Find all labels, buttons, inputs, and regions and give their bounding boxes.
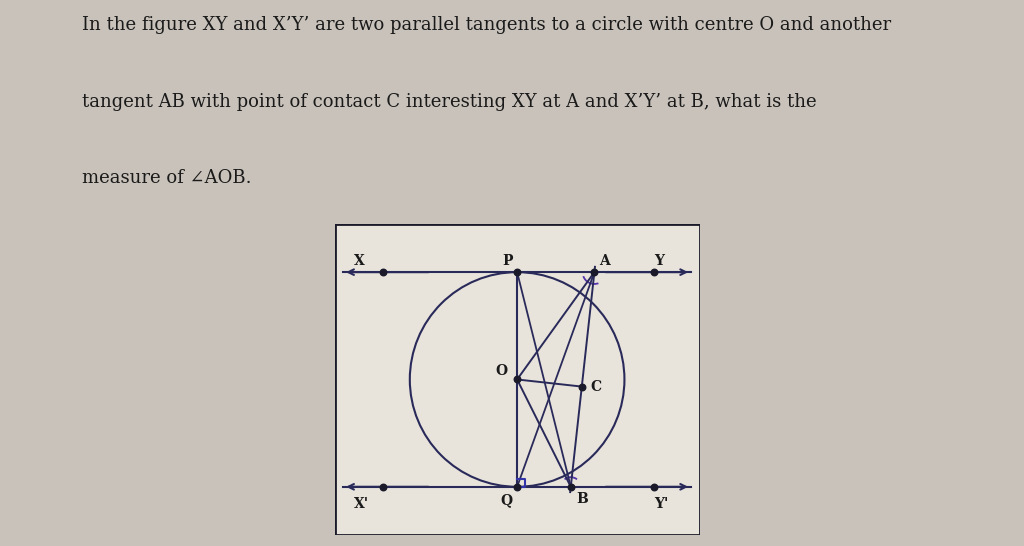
Point (646, 483, 663, 491)
Text: O: O (496, 364, 508, 378)
Text: measure of ∠AOB.: measure of ∠AOB. (82, 169, 252, 187)
Point (509, 483, 525, 491)
Text: P: P (502, 254, 513, 268)
Point (509, 375, 525, 384)
Point (375, 268, 391, 276)
Text: Y: Y (654, 254, 665, 268)
Text: X: X (354, 254, 365, 268)
Text: X': X' (354, 497, 369, 511)
Point (562, 483, 579, 491)
Point (646, 268, 663, 276)
Text: In the figure XY and X’Y’ are two parallel tangents to a circle with centre O an: In the figure XY and X’Y’ are two parall… (82, 16, 891, 34)
Text: C: C (591, 380, 601, 394)
Text: Q: Q (500, 493, 512, 507)
Text: B: B (577, 492, 588, 506)
Point (573, 382, 590, 391)
Text: Y': Y' (654, 497, 669, 511)
Point (375, 483, 391, 491)
Text: A: A (599, 254, 609, 268)
Point (586, 268, 602, 276)
Point (509, 268, 525, 276)
Text: tangent AB with point of contact C interesting XY at A and X’Y’ at B, what is th: tangent AB with point of contact C inter… (82, 93, 816, 111)
